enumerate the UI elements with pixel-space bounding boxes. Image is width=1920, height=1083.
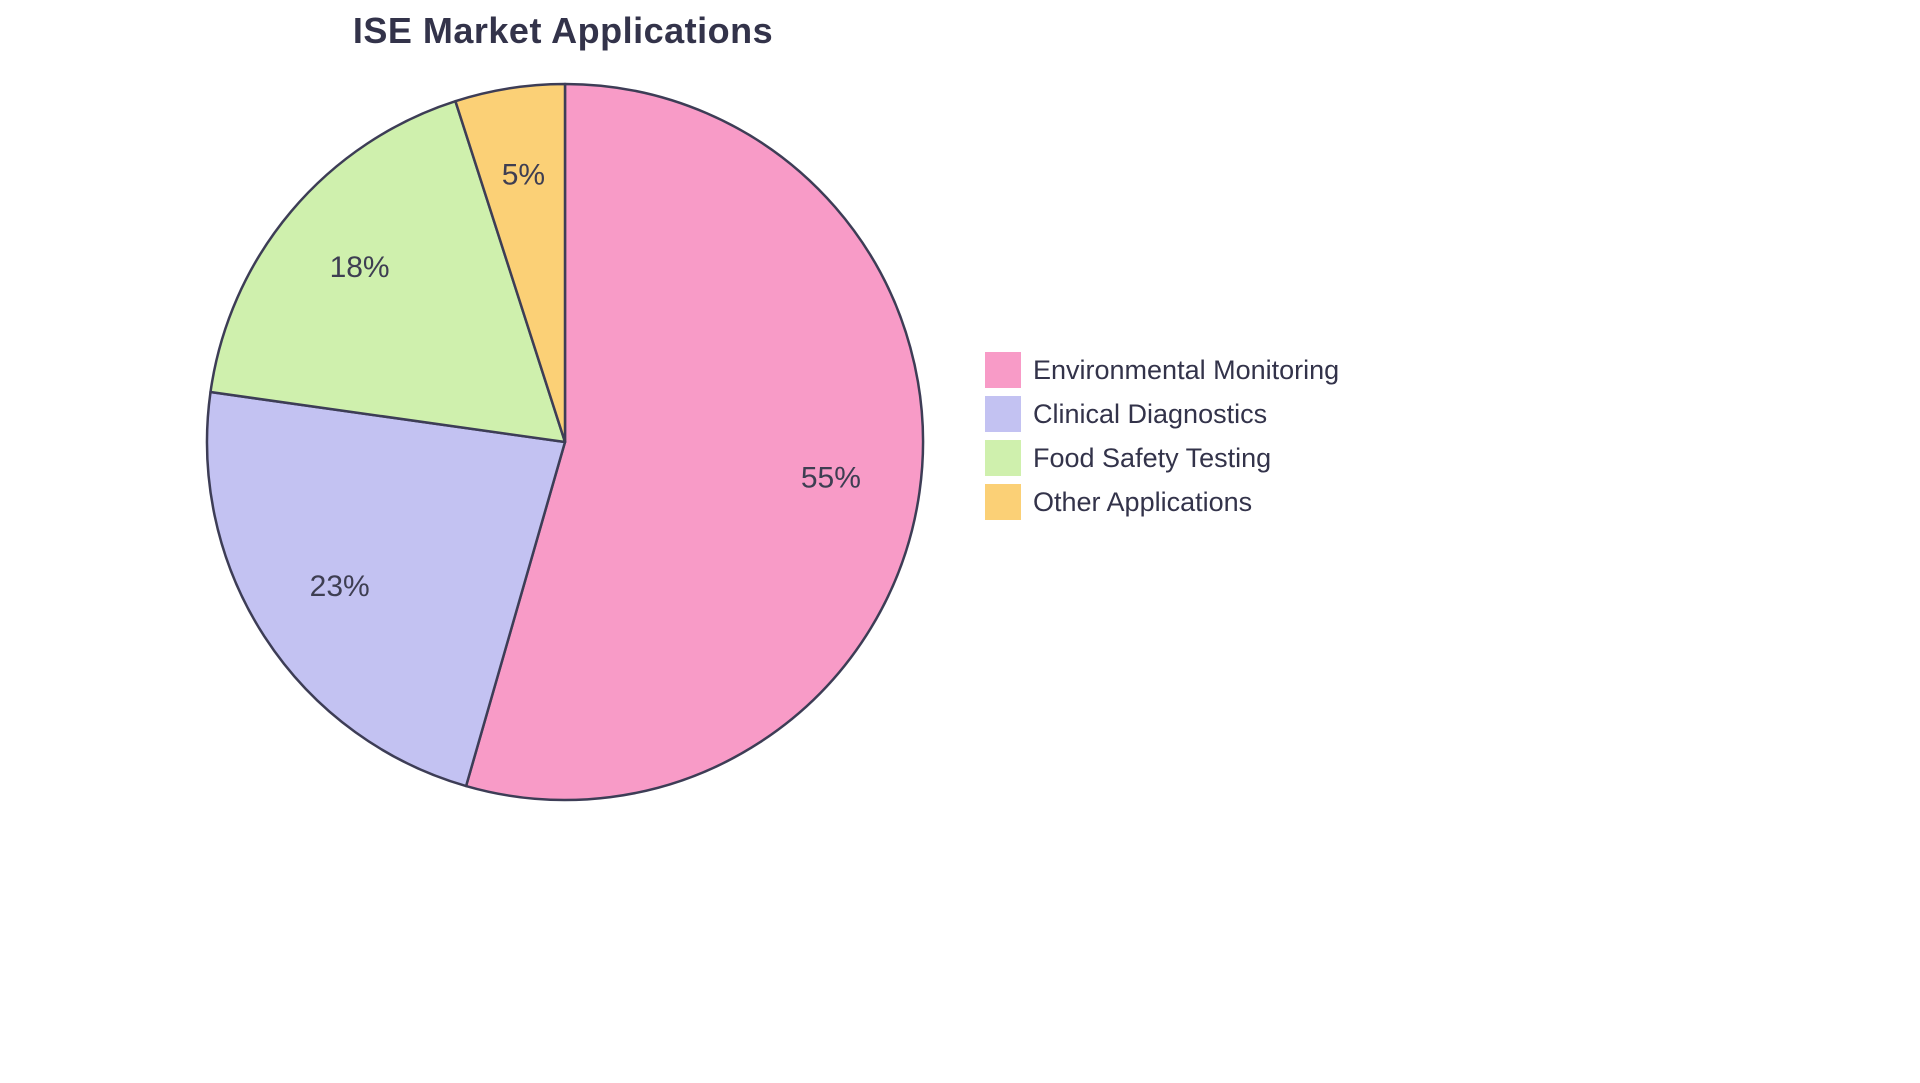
pie-slice-food-safety-testing (209, 99, 567, 444)
legend-label-food-safety-testing: Food Safety Testing (1033, 442, 1272, 473)
legend-item-food-safety-testing: Food Safety Testing (985, 440, 1339, 476)
slice-percent-label-food-safety-testing: 18% (330, 251, 390, 284)
legend-label-other-applications: Other Applications (1033, 486, 1253, 517)
slice-percent-label-clinical-diagnostics: 23% (310, 570, 370, 603)
pie-slice-clinical-diagnostics (205, 390, 567, 788)
legend-item-clinical-diagnostics: Clinical Diagnostics (985, 396, 1339, 432)
legend-label-environmental-monitoring: Environmental Monitoring (1033, 354, 1340, 385)
slice-percent-label-other-applications: 5% (502, 159, 545, 192)
legend-swatch-food-safety-testing (985, 440, 1021, 476)
legend-item-other-applications: Other Applications (985, 484, 1339, 520)
pie-slice-other-applications (454, 82, 567, 444)
legend: Environmental Monitoring Clinical Diagnos… (985, 352, 1339, 520)
legend-swatch-clinical-diagnostics (985, 396, 1021, 432)
pie-slice-environmental-monitoring (464, 82, 925, 802)
legend-swatch-environmental-monitoring (985, 352, 1021, 388)
legend-swatch-other-applications (985, 484, 1021, 520)
legend-item-environmental-monitoring: Environmental Monitoring (985, 352, 1339, 388)
slice-percent-label-environmental-monitoring: 55% (801, 461, 861, 494)
legend-label-clinical-diagnostics: Clinical Diagnostics (1033, 398, 1268, 429)
chart-title: ISE Market Applications (352, 10, 774, 51)
